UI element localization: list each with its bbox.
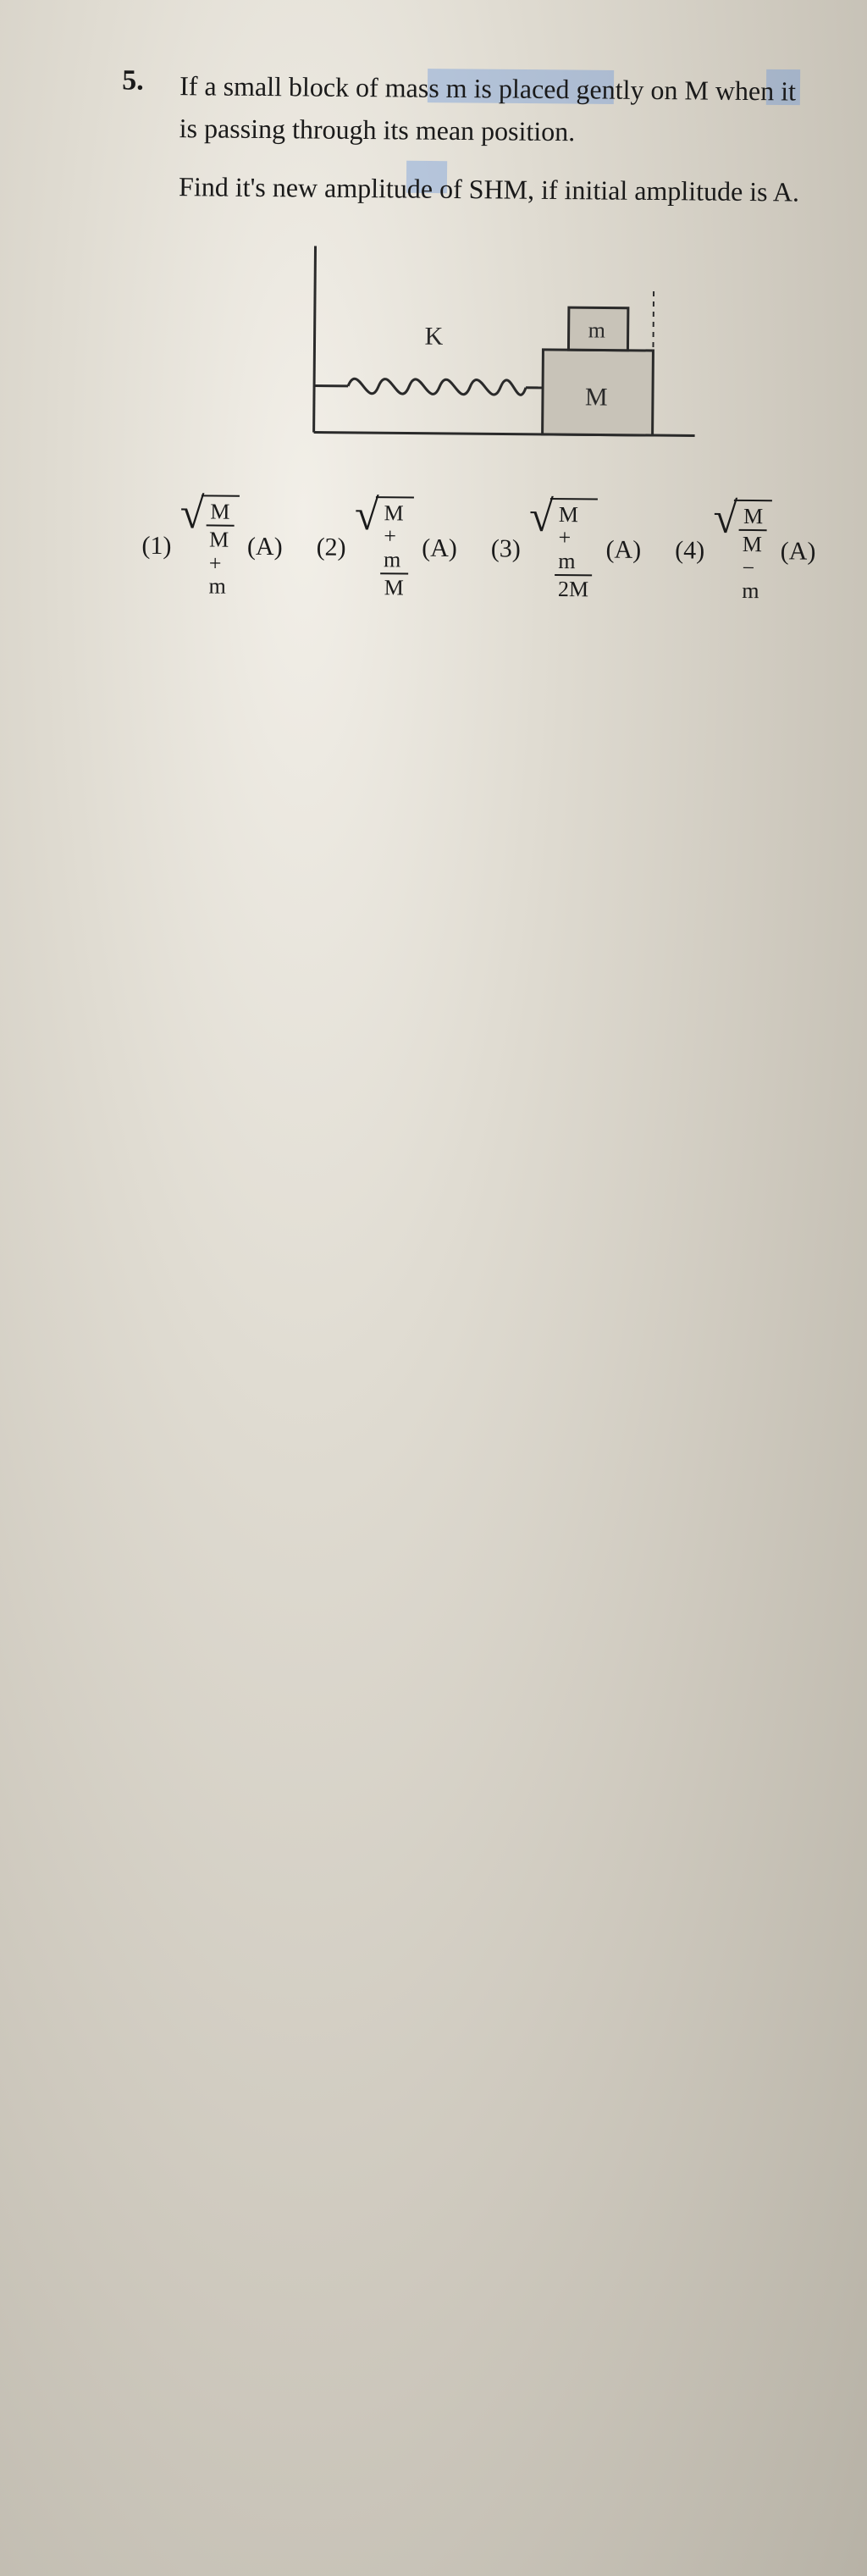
question-number: 5. — [122, 65, 156, 97]
option-number: (3) — [491, 534, 521, 563]
sqrt-icon: √ M + m M — [354, 496, 414, 600]
option-number: (4) — [675, 536, 704, 565]
spring-label: K — [424, 323, 443, 351]
page: 5. If a small block of mass m is placed … — [0, 0, 867, 2576]
option-suffix: (A) — [605, 535, 641, 564]
small-block-label: m — [588, 318, 605, 343]
fraction-denominator: M − m — [738, 531, 767, 602]
fraction-denominator: M — [381, 574, 407, 600]
shm-diagram: K M m — [296, 238, 818, 467]
option-number: (2) — [317, 533, 346, 561]
option-suffix: (A) — [422, 533, 457, 562]
option-2: (2) √ M + m M (A) — [316, 496, 457, 600]
option-3: (3) √ M + m 2M (A) — [490, 498, 641, 602]
sqrt-icon: √ M M − m — [713, 500, 773, 603]
option-number: (1) — [141, 532, 171, 561]
fraction-denominator: M + m — [205, 527, 234, 598]
fraction-denominator: 2M — [555, 576, 592, 601]
option-1: (1) √ M M + m (A) — [141, 495, 283, 599]
fraction-numerator: M — [740, 505, 766, 530]
options-row: (1) √ M M + m (A) (2) √ — [141, 495, 816, 603]
fraction-numerator: M + m — [380, 501, 409, 572]
fraction-numerator: M + m — [555, 503, 593, 574]
sqrt-icon: √ M M + m — [179, 495, 240, 598]
option-suffix: (A) — [781, 537, 816, 566]
fraction-numerator: M — [207, 500, 233, 526]
option-suffix: (A) — [247, 533, 283, 561]
option-4: (4) √ M M − m (A) — [675, 499, 816, 603]
question-subtext: Find it's new amplitude of SHM, if initi… — [179, 171, 819, 208]
question-text: If a small block of mass m is placed gen… — [179, 65, 820, 155]
sqrt-icon: √ M + m 2M — [528, 498, 598, 601]
big-block-label: M — [585, 384, 608, 412]
question-row: 5. If a small block of mass m is placed … — [122, 65, 820, 155]
